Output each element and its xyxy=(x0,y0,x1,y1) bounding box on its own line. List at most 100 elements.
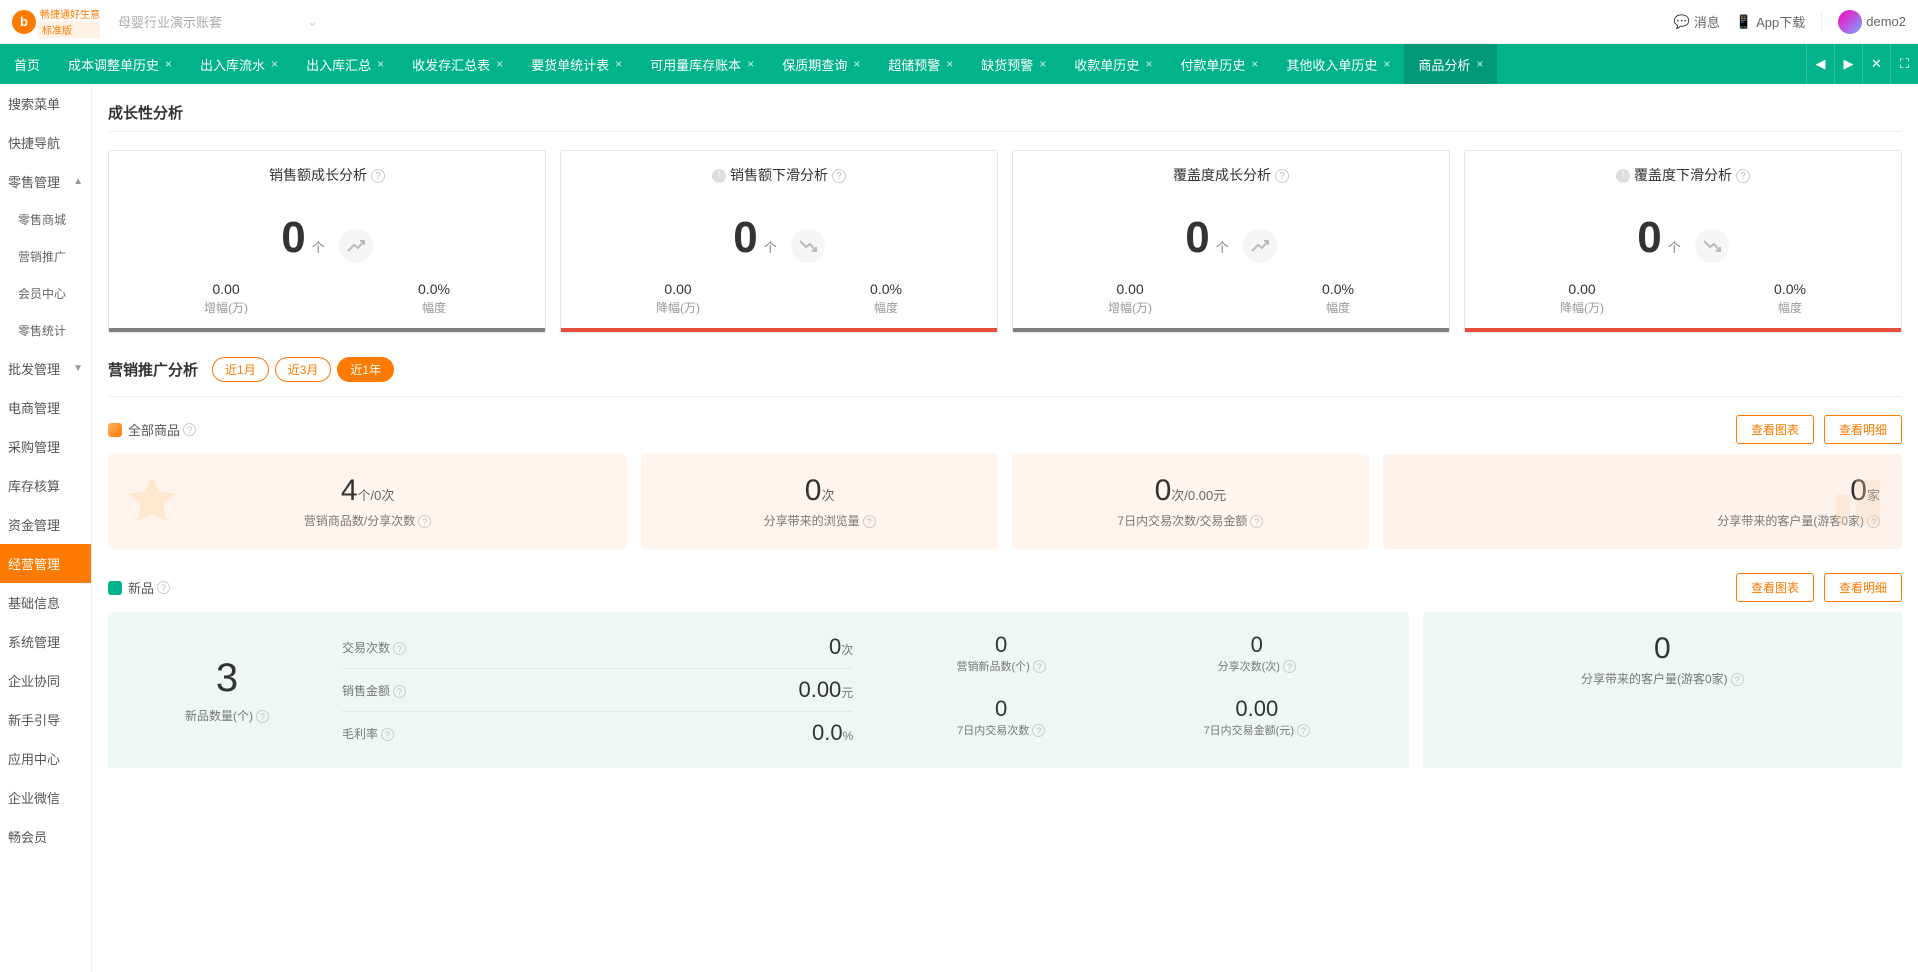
info-icon[interactable]: ? xyxy=(1283,660,1296,673)
info-icon[interactable]: ? xyxy=(157,581,170,594)
info-icon[interactable]: ? xyxy=(393,685,406,698)
sidebar-item[interactable]: 搜索菜单 xyxy=(0,84,91,123)
sidebar-item[interactable]: 畅会员 xyxy=(0,817,91,856)
sidebar-item[interactable]: 零售管理▲ xyxy=(0,162,91,201)
period-pill[interactable]: 近3月 xyxy=(275,357,332,382)
sidebar-item[interactable]: 营销推广 xyxy=(0,238,91,275)
growth-card[interactable]: !销售额下滑分析? 0 个 0.00降幅(万) 0.0%幅度 xyxy=(560,150,998,333)
card-title: 销售额成长分析 xyxy=(269,167,367,183)
tab-item[interactable]: 要货单统计表× xyxy=(517,44,636,84)
info-icon[interactable]: ? xyxy=(381,728,394,741)
user-menu[interactable]: demo2 xyxy=(1838,10,1906,34)
close-icon[interactable]: × xyxy=(165,57,172,71)
tab-home[interactable]: 首页 xyxy=(0,44,54,84)
tab-item[interactable]: 商品分析× xyxy=(1404,44,1497,84)
info-icon[interactable]: ? xyxy=(1736,169,1750,183)
close-icon[interactable]: × xyxy=(271,57,278,71)
sidebar-item[interactable]: 电商管理 xyxy=(0,388,91,427)
tab-item[interactable]: 收款单历史× xyxy=(1060,44,1166,84)
sidebar-item[interactable]: 采购管理 xyxy=(0,427,91,466)
sidebar-item[interactable]: 会员中心 xyxy=(0,275,91,312)
stat-value: 3 xyxy=(216,656,238,701)
sidebar-item[interactable]: 企业协同 xyxy=(0,661,91,700)
account-selector[interactable]: 母婴行业演示账套 ⌄ xyxy=(118,12,318,31)
logo[interactable]: b 畅捷通好生意 标准版 xyxy=(12,6,104,38)
subheader-all-goods: 全部商品 xyxy=(128,420,180,439)
close-icon[interactable]: × xyxy=(946,57,953,71)
info-icon[interactable]: ? xyxy=(256,710,269,723)
info-icon[interactable]: ? xyxy=(1033,660,1046,673)
close-icon[interactable]: × xyxy=(1476,57,1483,71)
tab-item[interactable]: 其他收入单历史× xyxy=(1272,44,1404,84)
trend-icon xyxy=(791,229,825,263)
info-icon[interactable]: ? xyxy=(1731,673,1744,686)
view-chart-button[interactable]: 查看图表 xyxy=(1736,573,1814,602)
close-icon[interactable]: × xyxy=(377,57,384,71)
close-icon[interactable]: × xyxy=(1383,57,1390,71)
card-right-label: 幅度 xyxy=(1774,299,1806,316)
tab-item[interactable]: 超储预警 × xyxy=(874,44,967,84)
info-icon[interactable]: ? xyxy=(371,169,385,183)
period-pill[interactable]: 近1年 xyxy=(337,357,394,382)
tab-item[interactable]: 付款单历史× xyxy=(1166,44,1272,84)
tab-item[interactable]: 成本调整单历史× xyxy=(54,44,186,84)
sidebar-item[interactable]: 新手引导 xyxy=(0,700,91,739)
sidebar-item[interactable]: 经营管理 xyxy=(0,544,91,583)
view-detail-button[interactable]: 查看明细 xyxy=(1824,573,1902,602)
info-icon[interactable]: ? xyxy=(1275,169,1289,183)
info-icon[interactable]: ? xyxy=(1250,515,1263,528)
info-icon[interactable]: ? xyxy=(1032,724,1045,737)
sidebar-item[interactable]: 批发管理▼ xyxy=(0,349,91,388)
tab-item[interactable]: 出入库流水× xyxy=(186,44,292,84)
stat-value: 0 xyxy=(1439,632,1886,666)
close-icon[interactable]: × xyxy=(1145,57,1152,71)
close-icon[interactable]: × xyxy=(615,57,622,71)
sidebar-item[interactable]: 快捷导航 xyxy=(0,123,91,162)
tab-label: 超储预警 xyxy=(888,55,940,74)
tab-label: 可用量库存账本 xyxy=(650,55,741,74)
growth-card[interactable]: 覆盖度成长分析? 0 个 0.00增幅(万) 0.0%幅度 xyxy=(1012,150,1450,333)
metric-value: 0.0% xyxy=(812,720,853,746)
tab-scroll-left-button[interactable]: ◀ xyxy=(1806,44,1834,84)
messages-link[interactable]: 💬 消息 xyxy=(1674,12,1720,31)
info-icon[interactable]: ? xyxy=(1297,724,1310,737)
close-icon[interactable]: × xyxy=(496,57,503,71)
sidebar-item-label: 企业协同 xyxy=(8,671,60,690)
sidebar-item[interactable]: 基础信息 xyxy=(0,583,91,622)
sidebar-item-label: 批发管理 xyxy=(8,359,60,378)
close-icon[interactable]: × xyxy=(1251,57,1258,71)
app-download-link[interactable]: 📱 App下载 xyxy=(1736,12,1805,31)
info-icon[interactable]: ? xyxy=(418,515,431,528)
fullscreen-button[interactable]: ⛶ xyxy=(1890,44,1918,84)
tab-item[interactable]: 出入库汇总× xyxy=(292,44,398,84)
sidebar-item[interactable]: 应用中心 xyxy=(0,739,91,778)
sidebar-item[interactable]: 企业微信 xyxy=(0,778,91,817)
view-chart-button[interactable]: 查看图表 xyxy=(1736,415,1814,444)
card-left-label: 降幅(万) xyxy=(1560,299,1604,316)
growth-card[interactable]: 销售额成长分析? 0 个 0.00增幅(万) 0.0%幅度 xyxy=(108,150,546,333)
view-detail-button[interactable]: 查看明细 xyxy=(1824,415,1902,444)
tab-item[interactable]: 可用量库存账本 × xyxy=(636,44,768,84)
close-icon[interactable]: × xyxy=(747,57,754,71)
sidebar-item[interactable]: 资金管理 xyxy=(0,505,91,544)
sidebar-item[interactable]: 零售商城 xyxy=(0,201,91,238)
sidebar-item[interactable]: 库存核算 xyxy=(0,466,91,505)
sidebar-item[interactable]: 零售统计 xyxy=(0,312,91,349)
tab-item[interactable]: 收发存汇总表× xyxy=(398,44,517,84)
card-left-val: 0.00 xyxy=(656,281,700,297)
tab-close-all-button[interactable]: ✕ xyxy=(1862,44,1890,84)
period-pill[interactable]: 近1月 xyxy=(212,357,269,382)
tab-item[interactable]: 缺货预警× xyxy=(967,44,1060,84)
close-icon[interactable]: × xyxy=(853,57,860,71)
growth-card[interactable]: !覆盖度下滑分析? 0 个 0.00降幅(万) 0.0%幅度 xyxy=(1464,150,1902,333)
close-icon[interactable]: × xyxy=(1039,57,1046,71)
card-right-val: 0.0% xyxy=(1322,281,1354,297)
info-icon[interactable]: ? xyxy=(832,169,846,183)
info-icon[interactable]: ? xyxy=(393,642,406,655)
sidebar-item[interactable]: 系统管理 xyxy=(0,622,91,661)
info-icon[interactable]: ? xyxy=(863,515,876,528)
tab-scroll-right-button[interactable]: ▶ xyxy=(1834,44,1862,84)
tab-item[interactable]: 保质期查询× xyxy=(768,44,874,84)
info-icon[interactable]: ? xyxy=(183,423,196,436)
trend-icon xyxy=(339,229,373,263)
